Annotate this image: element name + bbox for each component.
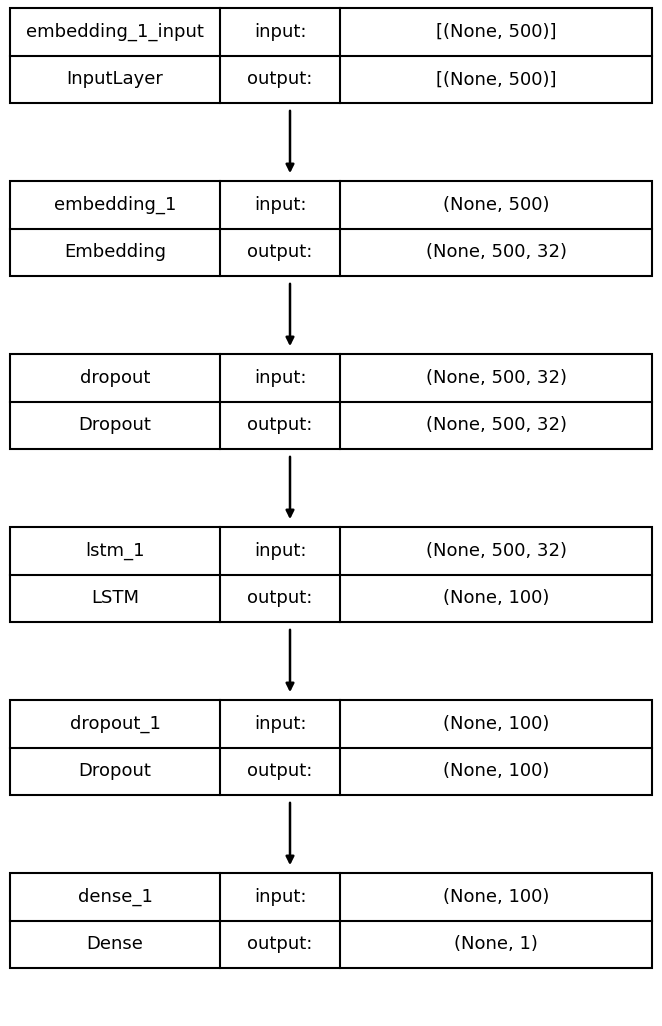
Text: (None, 1): (None, 1) [454, 936, 538, 953]
Text: (None, 100): (None, 100) [443, 762, 549, 780]
Bar [10, 8, 652, 103]
Text: (None, 500, 32): (None, 500, 32) [426, 368, 567, 387]
Text: output:: output: [248, 762, 312, 780]
Text: (None, 500, 32): (None, 500, 32) [426, 417, 567, 434]
Text: input:: input: [254, 715, 307, 733]
Text: [(None, 500)]: [(None, 500)] [436, 70, 556, 88]
Text: dropout_1: dropout_1 [70, 715, 160, 733]
Text: Dropout: Dropout [79, 762, 152, 780]
Text: (None, 500): (None, 500) [443, 196, 549, 213]
Text: LSTM: LSTM [91, 589, 139, 607]
Text: output:: output: [248, 70, 312, 88]
Text: embedding_1_input: embedding_1_input [26, 23, 204, 41]
Text: output:: output: [248, 243, 312, 262]
Bar [10, 527, 652, 622]
Text: input:: input: [254, 542, 307, 560]
Text: Embedding: Embedding [64, 243, 166, 262]
Text: InputLayer: InputLayer [67, 70, 164, 88]
Text: input:: input: [254, 887, 307, 906]
Text: dropout: dropout [80, 368, 150, 387]
Bar [10, 700, 652, 795]
Text: input:: input: [254, 368, 307, 387]
Text: dense_1: dense_1 [77, 887, 152, 906]
Text: lstm_1: lstm_1 [85, 542, 145, 560]
Text: (None, 100): (None, 100) [443, 887, 549, 906]
Text: (None, 100): (None, 100) [443, 589, 549, 607]
Text: input:: input: [254, 23, 307, 41]
Text: output:: output: [248, 417, 312, 434]
Bar [10, 873, 652, 968]
Text: input:: input: [254, 196, 307, 213]
Text: [(None, 500)]: [(None, 500)] [436, 23, 556, 41]
Text: output:: output: [248, 589, 312, 607]
Bar [10, 181, 652, 276]
Text: Dropout: Dropout [79, 417, 152, 434]
Text: (None, 100): (None, 100) [443, 715, 549, 733]
Text: (None, 500, 32): (None, 500, 32) [426, 542, 567, 560]
Text: output:: output: [248, 936, 312, 953]
Bar [10, 354, 652, 449]
Text: embedding_1: embedding_1 [54, 196, 176, 213]
Text: (None, 500, 32): (None, 500, 32) [426, 243, 567, 262]
Text: Dense: Dense [87, 936, 144, 953]
